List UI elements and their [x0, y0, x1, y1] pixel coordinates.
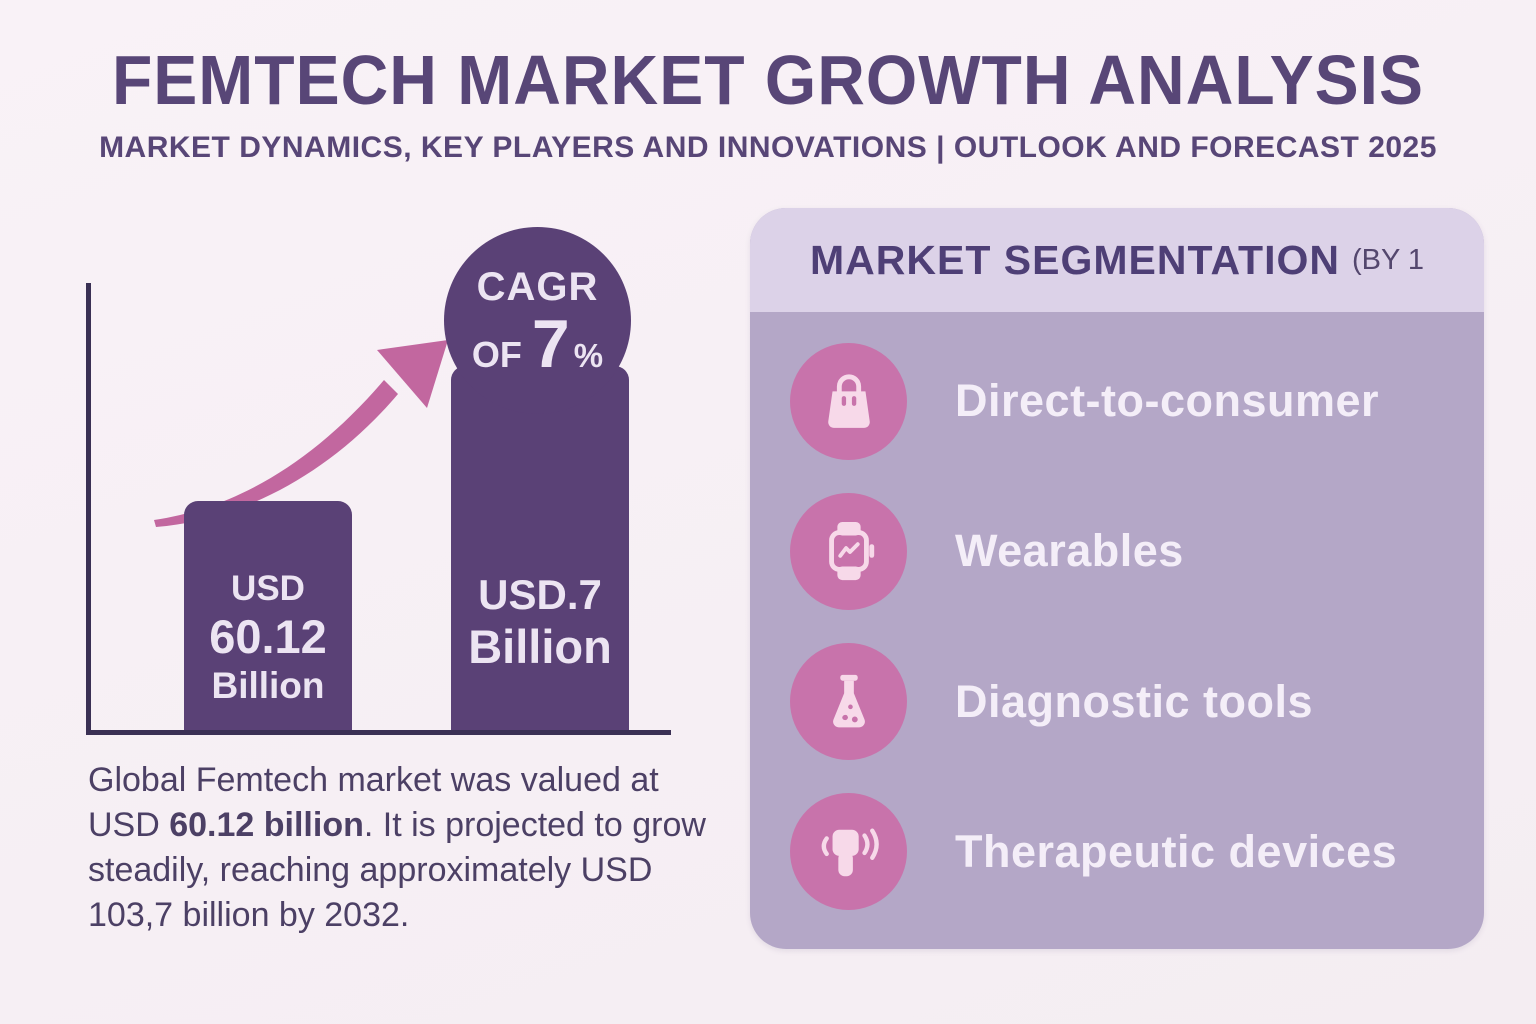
summary-bold-value: 60.12 billion: [169, 805, 364, 844]
shopping-bag-icon: [790, 342, 907, 460]
list-item-label: Wearables: [955, 525, 1184, 577]
therapy-device-icon: [790, 793, 907, 911]
cagr-percent-sign: %: [573, 336, 604, 374]
segmentation-title: MARKET SEGMENTATION: [810, 236, 1340, 283]
cagr-of-text: OF: [471, 333, 522, 375]
cagr-badge: CAGR OF 7 %: [444, 227, 631, 414]
market-summary-text: Global Femtech market was valued at USD …: [88, 758, 710, 938]
segmentation-header: MARKET SEGMENTATION (BY 1: [750, 208, 1484, 312]
summary-segment: . It is projected to grow steadily, reac…: [88, 805, 706, 934]
bar-label-value: 60.12: [209, 609, 327, 663]
list-item-direct-to-consumer: Direct-to-consumer: [790, 342, 1484, 460]
bar-label-line: USD: [231, 569, 305, 609]
list-item-diagnostic-tools: Diagnostic tools: [790, 643, 1484, 761]
page-title: FEMTECH MARKET GROWTH ANALYSIS: [111, 41, 1425, 119]
bar-current-value: USD 60.12 Billion: [184, 501, 352, 730]
page-subtitle: MARKET DYNAMICS, KEY PLAYERS AND INNOVAT…: [99, 131, 1437, 165]
list-item-label: Therapeutic devices: [955, 825, 1398, 877]
smartwatch-icon: [790, 492, 907, 610]
list-item-label: Direct-to-consumer: [955, 375, 1380, 427]
market-segmentation-panel: MARKET SEGMENTATION (BY 1 Direct-to-cons…: [750, 208, 1484, 949]
list-item-wearables: Wearables: [790, 492, 1484, 610]
cagr-value: 7: [531, 305, 570, 382]
bar-projected-value: USD.7 Billion: [451, 366, 629, 730]
summary-segment: Global Femtech market was valued at USD: [88, 761, 659, 844]
segmentation-title-suffix: (BY 1: [1351, 243, 1424, 276]
growth-arrow-icon: [154, 340, 448, 527]
cagr-badge-title: CAGR: [476, 264, 599, 309]
flask-icon: [790, 643, 907, 761]
market-growth-chart: USD 60.12 Billion USD.7 Billion: [86, 283, 671, 735]
header: FEMTECH MARKET GROWTH ANALYSIS MARKET DY…: [0, 41, 1536, 165]
bar-label-line: Billion: [468, 619, 612, 673]
list-item-label: Diagnostic tools: [955, 675, 1314, 727]
bar-label-line: Billion: [211, 664, 325, 706]
cagr-badge-value-row: OF 7 %: [471, 305, 604, 382]
list-item-therapeutic-devices: Therapeutic devices: [790, 793, 1484, 911]
segmentation-list: Direct-to-consumer Wearables: [750, 312, 1484, 949]
bar-label-line: USD.7: [478, 570, 602, 618]
